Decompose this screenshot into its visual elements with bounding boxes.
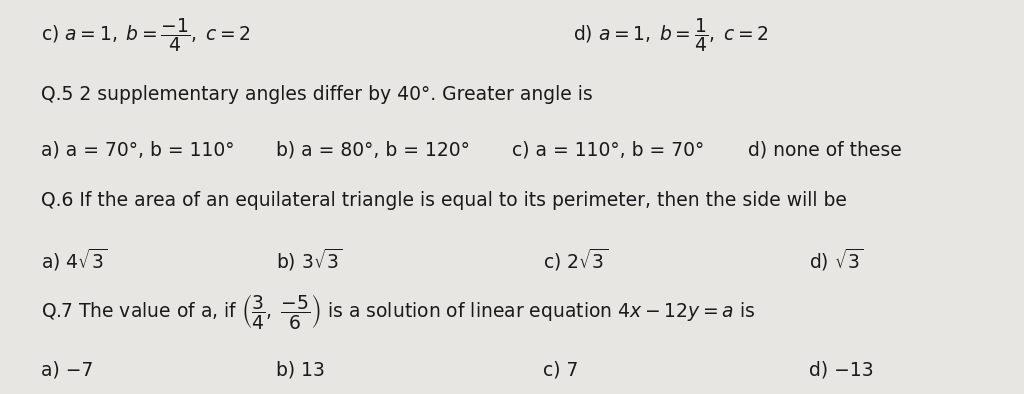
Text: c) a = 110°, b = 70°: c) a = 110°, b = 70°: [512, 140, 705, 159]
Text: d) $a = 1,\; b = \dfrac{1}{4},\; c = 2$: d) $a = 1,\; b = \dfrac{1}{4},\; c = 2$: [573, 17, 769, 54]
Text: Q.6 If the area of an equilateral triangle is equal to its perimeter, then the s: Q.6 If the area of an equilateral triang…: [41, 191, 847, 210]
Text: Q.5 2 supplementary angles differ by 40°. Greater angle is: Q.5 2 supplementary angles differ by 40°…: [41, 85, 593, 104]
Text: d) none of these: d) none of these: [748, 140, 901, 159]
Text: a) −7: a) −7: [41, 361, 93, 380]
Text: c) $a = 1,\; b = \dfrac{-1}{4},\; c = 2$: c) $a = 1,\; b = \dfrac{-1}{4},\; c = 2$: [41, 17, 251, 54]
Text: b) a = 80°, b = 120°: b) a = 80°, b = 120°: [276, 140, 470, 159]
Text: d) −13: d) −13: [809, 361, 873, 380]
Text: a) a = 70°, b = 110°: a) a = 70°, b = 110°: [41, 140, 234, 159]
Text: b) $3\sqrt{3}$: b) $3\sqrt{3}$: [276, 247, 343, 273]
Text: Q.7 The value of a, if $\left(\dfrac{3}{4},\; \dfrac{-5}{6}\right)$ is a solutio: Q.7 The value of a, if $\left(\dfrac{3}{…: [41, 292, 755, 331]
Text: d) $\sqrt{3}$: d) $\sqrt{3}$: [809, 247, 863, 273]
Text: a) $4\sqrt{3}$: a) $4\sqrt{3}$: [41, 247, 108, 273]
Text: c) $2\sqrt{3}$: c) $2\sqrt{3}$: [543, 247, 608, 273]
Text: c) 7: c) 7: [543, 361, 579, 380]
Text: b) 13: b) 13: [276, 361, 326, 380]
